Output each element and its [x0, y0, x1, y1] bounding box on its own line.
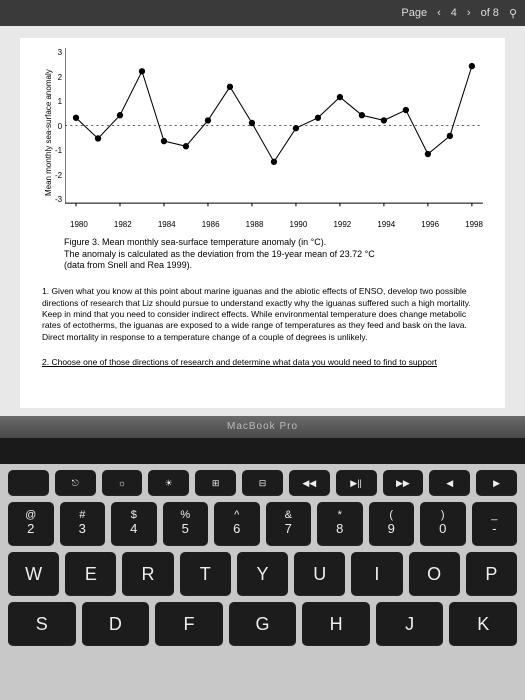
xtick: 1994	[377, 220, 395, 229]
key[interactable]: G	[229, 602, 297, 646]
keyboard: ⎋☼☀⊞⊟◀◀▶||▶▶◀▶ @2#3$4%5^6&7*8(9)0_- WERT…	[0, 464, 525, 700]
xtick: 1984	[158, 220, 176, 229]
ytick: -3	[55, 195, 62, 204]
key[interactable]: O	[409, 552, 460, 596]
xtick: 1986	[202, 220, 220, 229]
key-row-num: @2#3$4%5^6&7*8(9)0_-	[8, 502, 517, 546]
key[interactable]: ◀	[429, 470, 470, 496]
key[interactable]: *8	[317, 502, 363, 546]
ytick: -1	[55, 146, 62, 155]
key[interactable]: S	[8, 602, 76, 646]
key[interactable]: ☀	[148, 470, 189, 496]
next-page-button[interactable]: ›	[467, 7, 471, 19]
laptop-hinge	[0, 438, 525, 464]
key[interactable]: _-	[472, 502, 518, 546]
chart-xaxis: 1980 1982 1984 1986 1988 1990 1992 1994 1996 1998	[42, 220, 483, 229]
chart-plot	[65, 48, 483, 218]
page-total: of 8	[481, 7, 499, 19]
laptop-label: MacBook Pro	[0, 416, 525, 438]
key[interactable]: $4	[111, 502, 157, 546]
key[interactable]: ◀◀	[289, 470, 330, 496]
key[interactable]: P	[466, 552, 517, 596]
prev-page-button[interactable]: ‹	[437, 7, 441, 19]
ytick: 0	[55, 122, 62, 131]
key-row-fn: ⎋☼☀⊞⊟◀◀▶||▶▶◀▶	[8, 470, 517, 496]
key[interactable]: &7	[266, 502, 312, 546]
caption-line: The anomaly is calculated as the deviati…	[64, 249, 483, 261]
chart-yaxis: 3 2 1 0 -1 -2 -3	[55, 48, 65, 218]
key[interactable]: U	[294, 552, 345, 596]
xtick: 1988	[246, 220, 264, 229]
key[interactable]: W	[8, 552, 59, 596]
ytick: 2	[55, 73, 62, 82]
key[interactable]: ⊞	[195, 470, 236, 496]
key[interactable]: )0	[420, 502, 466, 546]
page-label: Page	[401, 7, 427, 19]
key[interactable]: R	[122, 552, 173, 596]
xtick: 1982	[114, 220, 132, 229]
question-2: 2. Choose one of those directions of res…	[42, 357, 483, 368]
pdf-toolbar: Page ‹ 4 › of 8 ⚲	[0, 0, 525, 26]
key[interactable]: Y	[237, 552, 288, 596]
key[interactable]: J	[376, 602, 444, 646]
key[interactable]: K	[449, 602, 517, 646]
chart-ylabel: Mean monthly sea-surface anomaly	[42, 48, 55, 218]
document-page: Mean monthly sea-surface anomaly 3 2 1 0 -1 -…	[20, 38, 505, 408]
xtick: 1980	[70, 220, 88, 229]
key[interactable]: ▶▶	[383, 470, 424, 496]
key-row-asdf: SDFGHJK	[8, 602, 517, 646]
key[interactable]: ⎋	[55, 470, 96, 496]
key[interactable]: H	[302, 602, 370, 646]
xtick: 1996	[421, 220, 439, 229]
key[interactable]: T	[180, 552, 231, 596]
search-icon[interactable]: ⚲	[509, 7, 517, 20]
key[interactable]: (9	[369, 502, 415, 546]
anomaly-chart: Mean monthly sea-surface anomaly 3 2 1 0 -1 -…	[42, 48, 483, 218]
key[interactable]: @2	[8, 502, 54, 546]
figure-caption: Figure 3. Mean monthly sea-surface tempe…	[42, 237, 483, 272]
xtick: 1998	[465, 220, 483, 229]
key[interactable]: ^6	[214, 502, 260, 546]
key[interactable]: ▶||	[336, 470, 377, 496]
document-viewport: Mean monthly sea-surface anomaly 3 2 1 0 -1 -…	[0, 26, 525, 416]
key[interactable]: %5	[163, 502, 209, 546]
xtick: 1992	[333, 220, 351, 229]
ytick: -2	[55, 171, 62, 180]
ytick: 3	[55, 48, 62, 57]
caption-line: Figure 3. Mean monthly sea-surface tempe…	[64, 237, 483, 249]
key[interactable]: I	[351, 552, 402, 596]
key[interactable]	[8, 470, 49, 496]
key[interactable]: ☼	[102, 470, 143, 496]
key[interactable]: #3	[60, 502, 106, 546]
caption-line: (data from Snell and Rea 1999).	[64, 260, 483, 272]
page-counter: 4	[451, 7, 457, 19]
key[interactable]: D	[82, 602, 150, 646]
ytick: 1	[55, 97, 62, 106]
question-1: 1. Given what you know at this point abo…	[42, 286, 483, 343]
xtick: 1990	[290, 220, 308, 229]
key[interactable]: ▶	[476, 470, 517, 496]
key[interactable]: E	[65, 552, 116, 596]
key[interactable]: F	[155, 602, 223, 646]
key[interactable]: ⊟	[242, 470, 283, 496]
key-row-qwerty: WERTYUIOP	[8, 552, 517, 596]
